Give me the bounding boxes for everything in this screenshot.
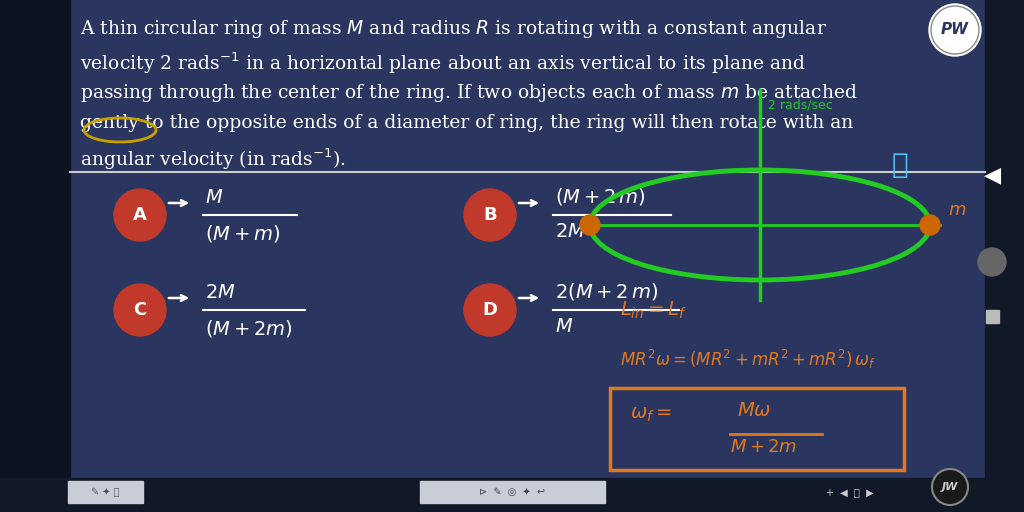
Bar (0, 0, 70, 512)
Text: ⊳  ✎  ◎  ✦  ↩: ⊳ ✎ ◎ ✦ ↩ (479, 487, 545, 497)
Text: ✎ ✦ ⌗: ✎ ✦ ⌗ (91, 487, 119, 497)
Text: $M$: $M$ (555, 318, 573, 336)
Text: C: C (133, 301, 146, 319)
Circle shape (932, 469, 968, 505)
Text: $2M$: $2M$ (555, 223, 586, 241)
Text: $2(M + 2\,m)$: $2(M + 2\,m)$ (555, 281, 658, 302)
Text: $(M + 2\,m)$: $(M + 2\,m)$ (555, 186, 646, 207)
Text: $L_{in} = L_f$: $L_{in} = L_f$ (620, 300, 687, 322)
Circle shape (978, 248, 1006, 276)
Text: velocity 2 rads$^{-1}$ in a horizontal plane about an axis vertical to its plane: velocity 2 rads$^{-1}$ in a horizontal p… (80, 50, 806, 75)
Text: $\omega_f =$: $\omega_f =$ (630, 406, 672, 424)
Text: $(M + 2m)$: $(M + 2m)$ (205, 318, 293, 339)
Text: 🏃: 🏃 (892, 151, 908, 179)
Bar (420, 481, 605, 503)
FancyArrowPatch shape (169, 295, 186, 301)
Bar (0, 478, 1024, 512)
Text: angular velocity (in rads$^{-1}$).: angular velocity (in rads$^{-1}$). (80, 146, 346, 172)
Text: passing through the center of the ring. If two objects each of mass $m$ be attac: passing through the center of the ring. … (80, 82, 858, 104)
FancyArrowPatch shape (519, 200, 537, 206)
Circle shape (929, 4, 981, 56)
Circle shape (464, 284, 516, 336)
Text: A: A (133, 206, 146, 224)
Text: $M$: $M$ (205, 189, 223, 207)
Text: B: B (483, 206, 497, 224)
Circle shape (464, 189, 516, 241)
Text: D: D (482, 301, 498, 319)
Text: $M + 2m$: $M + 2m$ (730, 438, 797, 456)
Text: ◀: ◀ (983, 165, 1000, 185)
Bar (985, 0, 1024, 512)
Bar (986, 310, 999, 323)
Text: $MR^2\omega = (MR^2 + mR^2 + mR^2)\,\omega_f$: $MR^2\omega = (MR^2 + mR^2 + mR^2)\,\ome… (620, 348, 877, 371)
Text: 2 rads/sec: 2 rads/sec (768, 98, 833, 111)
Text: $M\omega$: $M\omega$ (737, 402, 771, 420)
Text: $2M$: $2M$ (205, 284, 236, 302)
Text: PW: PW (941, 23, 969, 37)
Text: +  ◀  🔒  ▶: + ◀ 🔒 ▶ (826, 487, 873, 497)
Circle shape (580, 215, 600, 235)
Text: A thin circular ring of mass $M$ and radius $R$ is rotating with a constant angu: A thin circular ring of mass $M$ and rad… (80, 18, 827, 40)
Bar (68, 481, 143, 503)
FancyArrowPatch shape (519, 295, 537, 301)
Circle shape (114, 284, 166, 336)
Text: gently to the opposite ends of a diameter of ring, the ring will then rotate wit: gently to the opposite ends of a diamete… (80, 114, 853, 132)
Circle shape (114, 189, 166, 241)
Text: JW: JW (942, 482, 958, 492)
Text: $(M + m)$: $(M + m)$ (205, 223, 281, 244)
Text: $m$: $m$ (948, 201, 967, 219)
Circle shape (920, 215, 940, 235)
FancyArrowPatch shape (169, 200, 186, 206)
